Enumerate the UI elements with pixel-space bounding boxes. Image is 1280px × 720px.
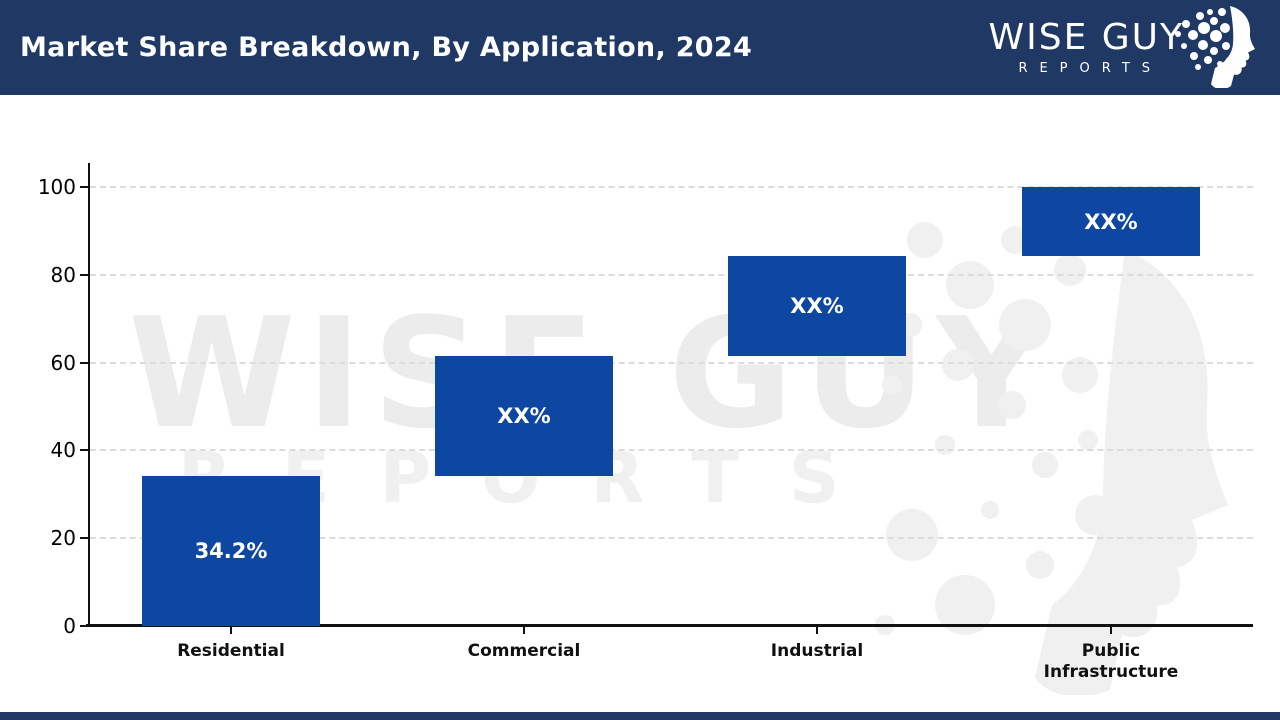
bar-residential: 34.2% <box>142 475 320 626</box>
bar-public-infrastructure: XX% <box>1022 187 1200 257</box>
y-axis-line <box>88 163 90 627</box>
brand-name: WISE GUY <box>988 16 1184 58</box>
chart-title: Market Share Breakdown, By Application, … <box>20 32 753 63</box>
gridline-40 <box>90 449 1253 452</box>
y-tick-label-80: 80 <box>50 262 76 287</box>
category-label-commercial: Commercial <box>467 641 581 661</box>
bar-label-residential: 34.2% <box>194 538 268 563</box>
y-axis-tick-0 <box>80 625 88 627</box>
bar-label-industrial: XX% <box>790 294 844 319</box>
x-axis-line <box>86 624 1253 627</box>
y-axis-tick-40 <box>80 449 88 452</box>
y-tick-label-40: 40 <box>50 438 76 463</box>
x-axis-tick-industrial <box>816 627 818 634</box>
y-tick-label-100: 100 <box>37 175 76 199</box>
y-axis-tick-80 <box>80 273 88 276</box>
header-bar: Market Share Breakdown, By Application, … <box>0 0 1280 95</box>
category-label-public-infrastructure: Public Infrastructure <box>1043 641 1179 683</box>
y-tick-label-20: 20 <box>50 526 76 551</box>
brand-logo-text: WISE GUY REPORTS <box>988 16 1185 76</box>
plot-area: 0 20 40 60 80 100 34.2% XX% XX% XX% Residential Com… <box>38 163 1253 682</box>
y-tick-label-0: 0 <box>63 614 76 638</box>
bar-industrial: XX% <box>728 256 906 356</box>
category-label-industrial: Industrial <box>770 641 864 661</box>
brand-logo: WISE GUY REPORTS <box>989 4 1259 92</box>
gridline-100 <box>90 186 1253 188</box>
bar-commercial: XX% <box>435 356 613 476</box>
x-axis-tick-residential <box>230 627 232 634</box>
x-axis-tick-public-infrastructure <box>1110 627 1112 634</box>
gridline-20 <box>90 537 1253 540</box>
brand-face-icon <box>1170 4 1258 92</box>
y-axis-tick-60 <box>80 361 88 364</box>
bar-label-commercial: XX% <box>497 403 551 428</box>
chart-region: WISE GUY REPORTS 0 20 40 60 80 100 34.2% XX% XX%… <box>0 95 1280 712</box>
brand-subtitle: REPORTS <box>1018 60 1163 76</box>
y-axis-tick-100 <box>80 186 88 188</box>
gridline-80 <box>90 273 1253 276</box>
gridline-60 <box>90 361 1253 364</box>
bar-label-public-infrastructure: XX% <box>1084 209 1138 234</box>
footer-bar <box>0 712 1280 720</box>
y-axis-tick-20 <box>80 537 88 540</box>
category-label-residential: Residential <box>177 641 285 661</box>
y-tick-label-60: 60 <box>50 350 76 375</box>
x-axis-tick-commercial <box>523 627 525 634</box>
